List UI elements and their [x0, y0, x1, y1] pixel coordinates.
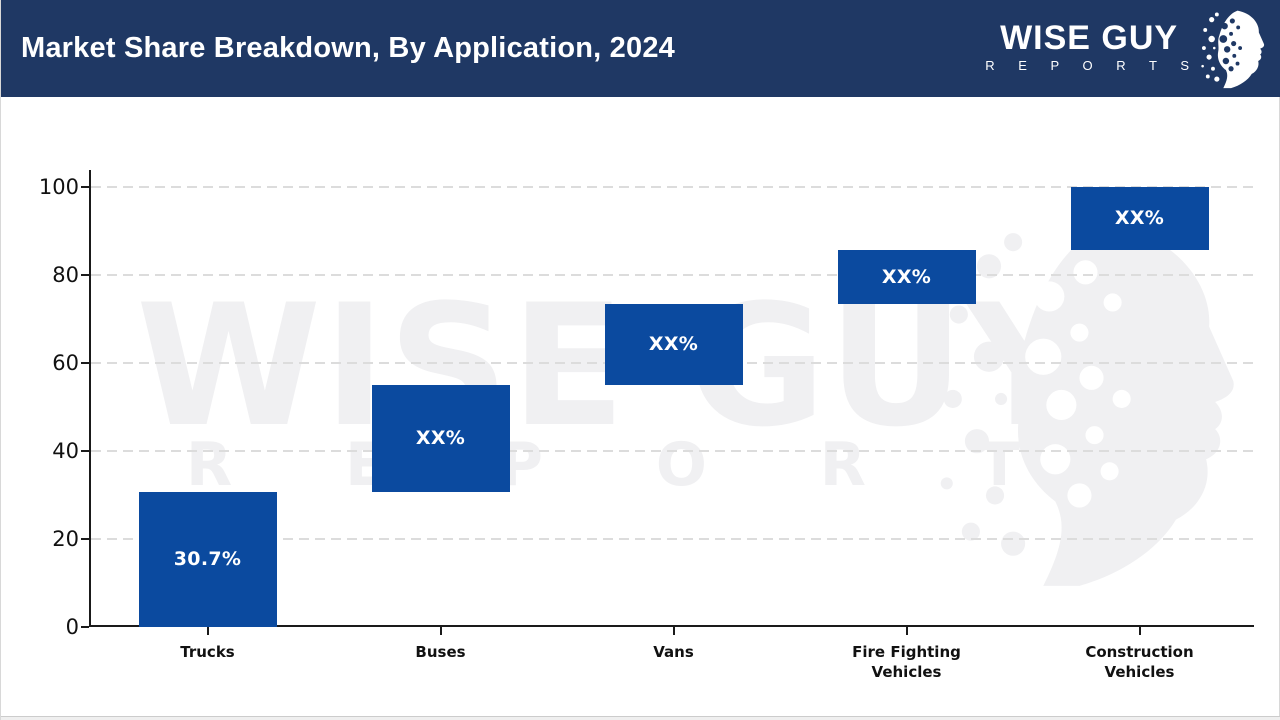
x-tick-mark	[206, 627, 209, 635]
page-title: Market Share Breakdown, By Application, …	[21, 32, 675, 64]
x-category-label-line: Construction	[1085, 643, 1194, 661]
bar-value-label: XX%	[415, 427, 466, 450]
y-tick-label: 60	[52, 351, 79, 375]
x-category-label-line: Trucks	[180, 643, 235, 661]
x-tick-mark	[439, 627, 442, 635]
y-tick-mark	[81, 274, 89, 276]
x-category-label: Fire Fighting Vehicles	[797, 642, 1017, 682]
y-tick-mark	[81, 450, 89, 452]
x-category-label-line: Vehicles	[1104, 663, 1175, 681]
waterfall-bar-trucks: 30.7%	[138, 491, 277, 627]
bar-value-label: XX%	[1114, 207, 1165, 230]
y-tick-mark	[81, 186, 89, 188]
waterfall-bar-construction-vehicles: XX%	[1070, 187, 1209, 250]
y-gridline	[91, 538, 1254, 540]
x-category-label-line: Fire Fighting	[852, 643, 961, 661]
x-tick-mark	[905, 627, 908, 635]
y-tick-mark	[81, 362, 89, 364]
x-category-label: Buses	[331, 642, 551, 662]
x-category-label: Trucks	[98, 642, 318, 662]
bar-value-label: XX%	[648, 333, 699, 356]
waterfall-bar-vans: XX%	[604, 303, 743, 385]
y-gridline	[91, 450, 1254, 452]
waterfall-bar-buses: XX%	[371, 385, 510, 492]
y-gridline	[91, 274, 1254, 276]
y-tick-label: 0	[65, 615, 79, 639]
y-gridline	[91, 186, 1254, 188]
x-category-label: Vans	[564, 642, 784, 662]
wise-guy-logo: WISE GUY R E P O R T S	[985, 4, 1271, 94]
logo-subtitle: R E P O R T S	[985, 58, 1199, 73]
x-category-label-line: Buses	[415, 643, 466, 661]
y-tick-label: 40	[52, 439, 79, 463]
bar-value-label: XX%	[881, 265, 932, 288]
logo-wordmark: WISE GUY	[1000, 19, 1179, 57]
bar-value-label: 30.7%	[173, 548, 242, 571]
y-tick-label: 20	[52, 527, 79, 551]
y-tick-mark	[81, 538, 89, 540]
bottom-border	[1, 716, 1280, 720]
x-category-label-line: Vans	[653, 643, 694, 661]
x-tick-mark	[1138, 627, 1141, 635]
waterfall-bar-fire-fighting-vehicles: XX%	[837, 249, 976, 304]
head-silhouette-icon	[1201, 10, 1265, 89]
x-category-label-line: Vehicles	[871, 663, 942, 681]
header-band: Market Share Breakdown, By Application, …	[1, 0, 1280, 97]
plot-area: 0 20 40 60 80 100 30.7% Trucks XX% Buses XX% Vans XX…	[39, 170, 1254, 681]
x-category-label: Construction Vehicles	[1030, 642, 1250, 682]
x-tick-mark	[672, 627, 675, 635]
y-tick-label: 80	[52, 263, 79, 287]
y-tick-label: 100	[38, 175, 79, 199]
logo-text: WISE GUY R E P O R T S	[979, 20, 1199, 73]
y-tick-mark	[81, 626, 89, 628]
